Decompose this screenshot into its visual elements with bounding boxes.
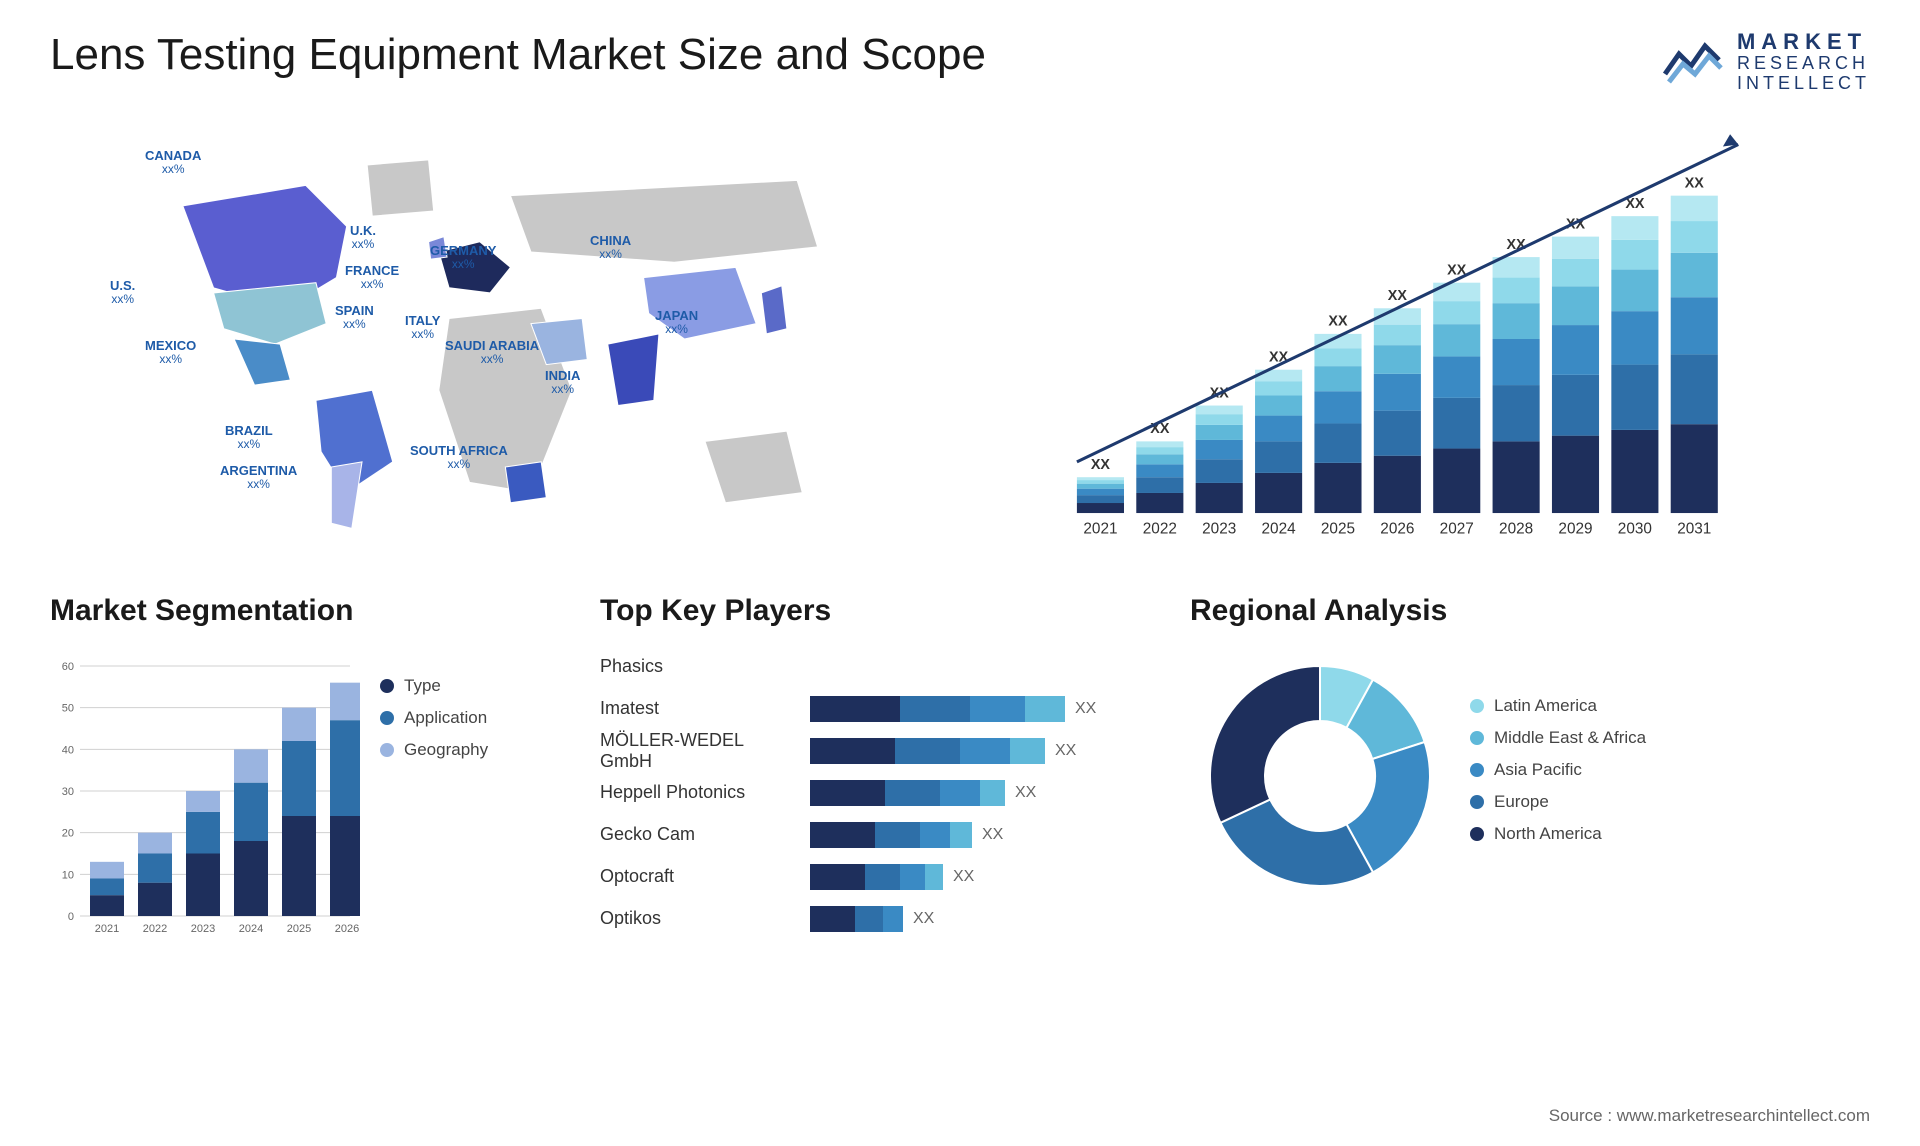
players-title: Top Key Players	[600, 594, 1160, 628]
growth-chart-panel: XX2021XX2022XX2023XX2024XX2025XX2026XX20…	[980, 124, 1870, 554]
world-map-panel: CANADAxx% U.S.xx% MEXICOxx% BRAZILxx% ARGENT…	[50, 124, 930, 554]
svg-text:2021: 2021	[95, 923, 119, 935]
svg-text:50: 50	[62, 702, 74, 714]
logo-line1: MARKET	[1737, 30, 1870, 54]
logo-line2: RESEARCH	[1737, 54, 1870, 74]
map-country-label: JAPANxx%	[655, 309, 698, 336]
svg-text:30: 30	[62, 786, 74, 798]
player-bar-row: XX	[810, 730, 1160, 772]
svg-text:2027: 2027	[1440, 520, 1474, 537]
players-names-col: PhasicsImatestMÖLLER-WEDEL GmbHHeppell P…	[600, 646, 800, 940]
segmentation-section: Market Segmentation 0 10 20 30 40 50 60 2021 202…	[50, 594, 570, 974]
map-country-label: CHINAxx%	[590, 234, 631, 261]
svg-text:2023: 2023	[1202, 520, 1236, 537]
svg-text:2031: 2031	[1677, 520, 1711, 537]
player-bar-row: XX	[810, 814, 1160, 856]
player-bar-row: XX	[810, 856, 1160, 898]
source-caption: Source : www.marketresearchintellect.com	[1549, 1106, 1870, 1126]
svg-text:2024: 2024	[239, 923, 263, 935]
svg-text:2022: 2022	[1143, 520, 1177, 537]
svg-text:XX: XX	[1685, 175, 1705, 191]
segmentation-bar-chart: 0 10 20 30 40 50 60 2021 2022 2023 2024 2025 2026	[50, 646, 360, 946]
regional-legend-item: Europe	[1470, 792, 1870, 812]
page-title: Lens Testing Equipment Market Size and S…	[50, 30, 986, 80]
player-name: Optocraft	[600, 856, 800, 898]
svg-text:60: 60	[62, 661, 74, 673]
regional-legend-item: Asia Pacific	[1470, 760, 1870, 780]
map-country-label: GERMANYxx%	[430, 244, 496, 271]
player-bar-row: XX	[810, 688, 1160, 730]
players-bars-col: XXXXXXXXXXXX	[810, 646, 1160, 940]
svg-text:10: 10	[62, 869, 74, 881]
svg-text:2026: 2026	[1380, 520, 1414, 537]
brand-logo: MARKET RESEARCH INTELLECT	[1661, 30, 1870, 94]
map-country-label: U.S.xx%	[110, 279, 135, 306]
map-country-label: U.K.xx%	[350, 224, 376, 251]
player-bar-row: XX	[810, 898, 1160, 940]
svg-text:2030: 2030	[1618, 520, 1652, 537]
map-country-label: SOUTH AFRICAxx%	[410, 444, 508, 471]
map-country-label: SAUDI ARABIAxx%	[445, 339, 539, 366]
player-name: Imatest	[600, 688, 800, 730]
player-name: Heppell Photonics	[600, 772, 800, 814]
svg-text:2024: 2024	[1262, 520, 1297, 537]
segmentation-legend-item: Application	[380, 708, 570, 728]
svg-text:2022: 2022	[143, 923, 167, 935]
logo-line3: INTELLECT	[1737, 74, 1870, 94]
player-name: Gecko Cam	[600, 814, 800, 856]
svg-text:2023: 2023	[191, 923, 215, 935]
map-country-label: ITALYxx%	[405, 314, 440, 341]
segmentation-legend: Type Application Geography	[380, 646, 570, 946]
regional-donut-chart	[1190, 646, 1450, 906]
map-country-label: BRAZILxx%	[225, 424, 273, 451]
map-country-label: INDIAxx%	[545, 369, 580, 396]
segmentation-title: Market Segmentation	[50, 594, 570, 628]
svg-text:0: 0	[68, 911, 74, 923]
svg-text:XX: XX	[1328, 313, 1348, 329]
player-name: Optikos	[600, 898, 800, 940]
player-bar-row	[810, 646, 1160, 688]
svg-text:2026: 2026	[335, 923, 359, 935]
svg-text:2025: 2025	[287, 923, 311, 935]
player-bar-row: XX	[810, 772, 1160, 814]
map-country-label: SPAINxx%	[335, 304, 374, 331]
regional-legend: Latin America Middle East & Africa Asia Pa…	[1470, 696, 1870, 856]
growth-bar-chart: XX2021XX2022XX2023XX2024XX2025XX2026XX20…	[980, 124, 1870, 554]
segmentation-legend-item: Geography	[380, 740, 570, 760]
svg-text:20: 20	[62, 827, 74, 839]
segmentation-legend-item: Type	[380, 676, 570, 696]
map-country-label: MEXICOxx%	[145, 339, 196, 366]
regional-legend-item: North America	[1470, 824, 1870, 844]
svg-text:2025: 2025	[1321, 520, 1355, 537]
regional-legend-item: Latin America	[1470, 696, 1870, 716]
regional-title: Regional Analysis	[1190, 594, 1870, 628]
logo-icon	[1661, 34, 1725, 90]
svg-text:2021: 2021	[1083, 520, 1117, 537]
player-name: MÖLLER-WEDEL GmbH	[600, 730, 800, 772]
svg-text:2029: 2029	[1558, 520, 1592, 537]
regional-section: Regional Analysis Latin America Middle Ea…	[1190, 594, 1870, 974]
svg-text:XX: XX	[1091, 457, 1111, 473]
map-country-label: FRANCExx%	[345, 264, 399, 291]
svg-text:2028: 2028	[1499, 520, 1533, 537]
svg-text:40: 40	[62, 744, 74, 756]
map-country-label: CANADAxx%	[145, 149, 201, 176]
svg-text:XX: XX	[1388, 288, 1408, 304]
map-country-label: ARGENTINAxx%	[220, 464, 297, 491]
players-section: Top Key Players PhasicsImatestMÖLLER-WED…	[600, 594, 1160, 974]
player-name: Phasics	[600, 646, 800, 688]
regional-legend-item: Middle East & Africa	[1470, 728, 1870, 748]
